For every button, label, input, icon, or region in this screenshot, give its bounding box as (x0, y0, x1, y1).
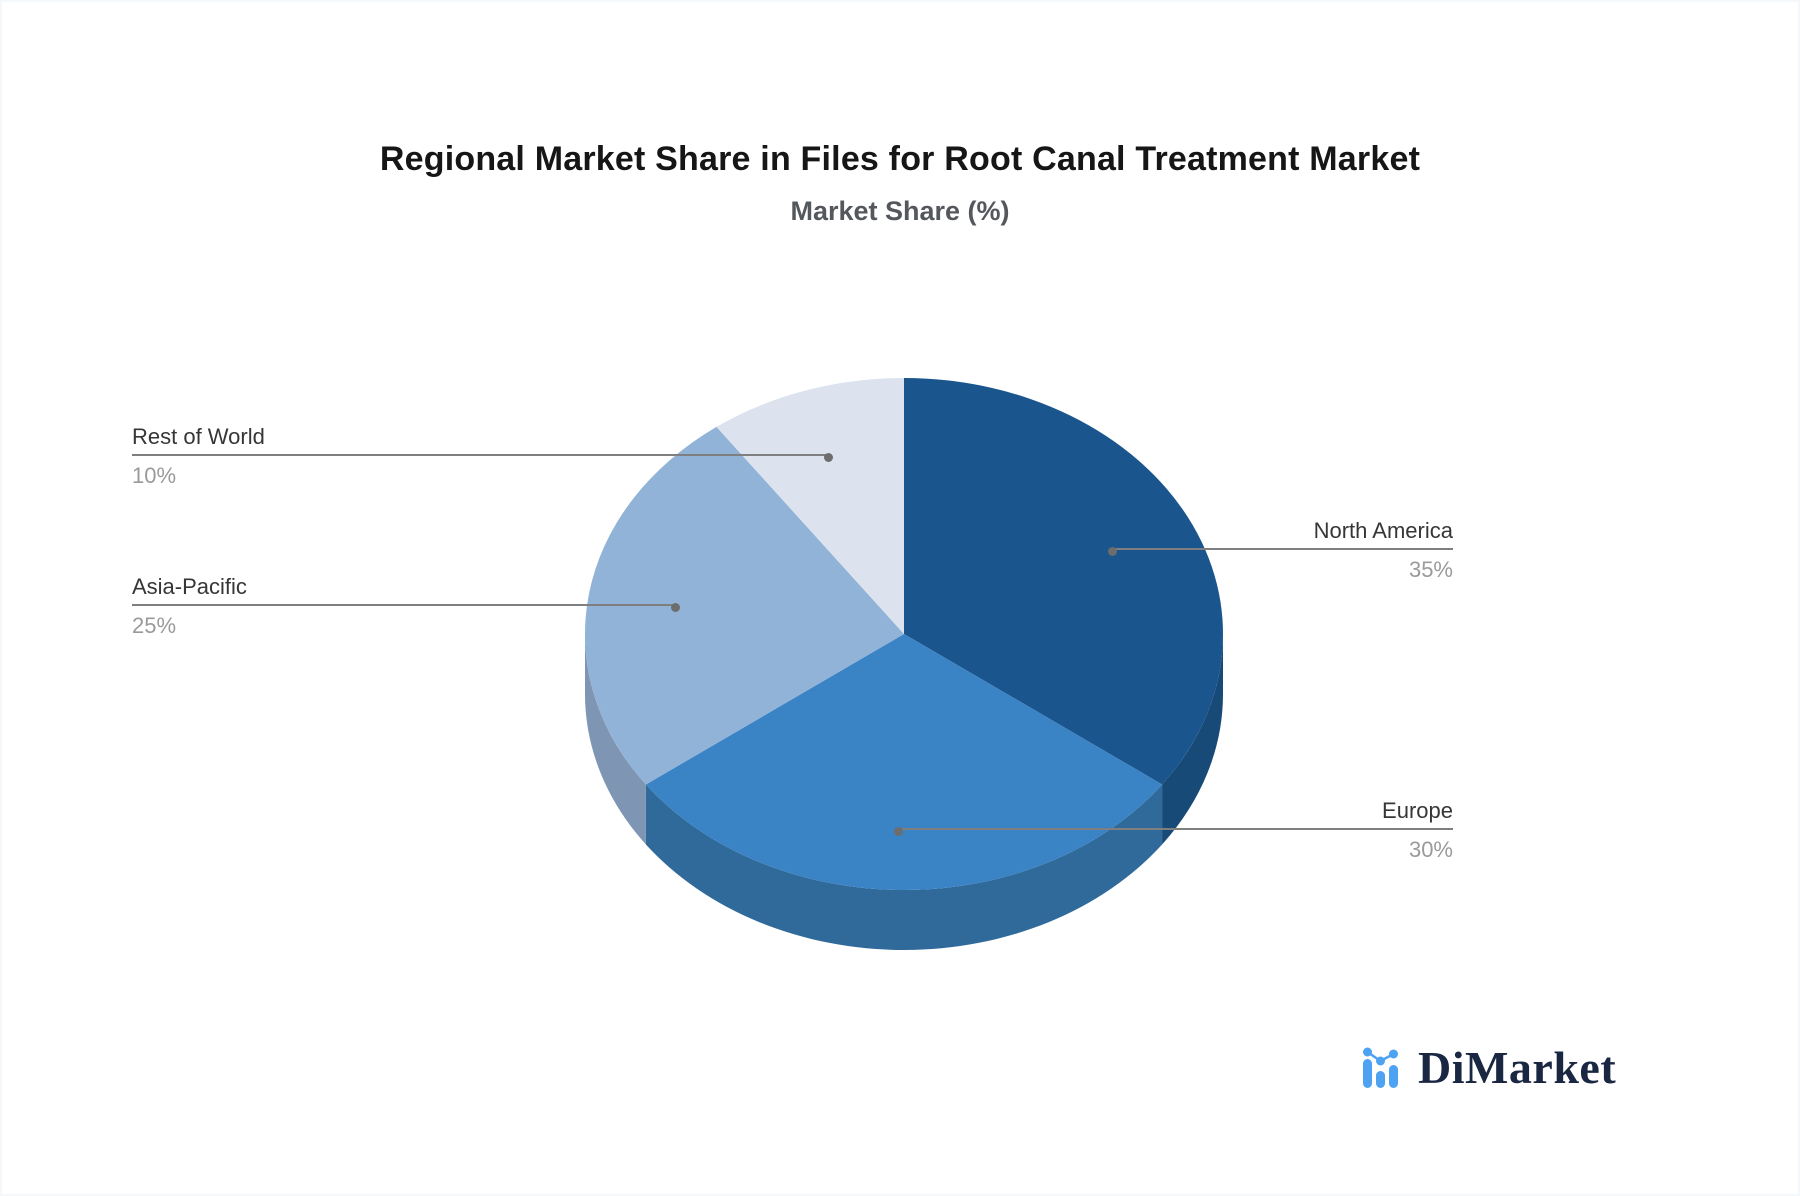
leader-line (132, 452, 833, 462)
pie-slice-side (1162, 634, 1223, 845)
bar-chart-logo-icon (1363, 1047, 1398, 1088)
logo-text: DiMarket (1418, 1042, 1617, 1093)
pie-slice-side (645, 784, 1163, 951)
slice-value: 25% (132, 613, 177, 638)
leader-line (1108, 546, 1453, 556)
slice-value: 10% (132, 463, 177, 488)
slice-label: North America (1313, 518, 1453, 543)
leader-dot (894, 826, 903, 836)
slice-value: 30% (1408, 837, 1453, 862)
pie-slice-asia-pacific[interactable] (584, 426, 904, 785)
pie-slice-north-america[interactable] (904, 378, 1224, 785)
leader-line (132, 602, 680, 612)
slice-label: Asia-Pacific (132, 574, 247, 599)
leader-line (894, 826, 1453, 836)
callout-north-america: North America 35% (1108, 516, 1453, 585)
leader-dot (824, 452, 833, 462)
slice-value: 35% (1408, 557, 1453, 582)
pie-slice-europe[interactable] (645, 634, 1163, 891)
slice-label: Rest of World (132, 424, 265, 449)
callout-rest-of-world: Rest of World 10% (132, 422, 833, 491)
leader-dot (671, 602, 680, 612)
leader-dot (1108, 546, 1117, 556)
chart-title: Regional Market Share in Files for Root … (379, 140, 1421, 178)
dimarket-logo: DiMarket (1362, 1040, 1616, 1096)
pie-slice-rest-of-world[interactable] (716, 378, 905, 634)
callout-europe: Europe 30% (894, 796, 1453, 865)
chart-subtitle: Market Share (%) (790, 196, 1010, 226)
pie-slice-side (585, 634, 646, 845)
callout-asia-pacific: Asia-Pacific 25% (132, 572, 680, 641)
slice-label: Europe (1382, 798, 1453, 823)
